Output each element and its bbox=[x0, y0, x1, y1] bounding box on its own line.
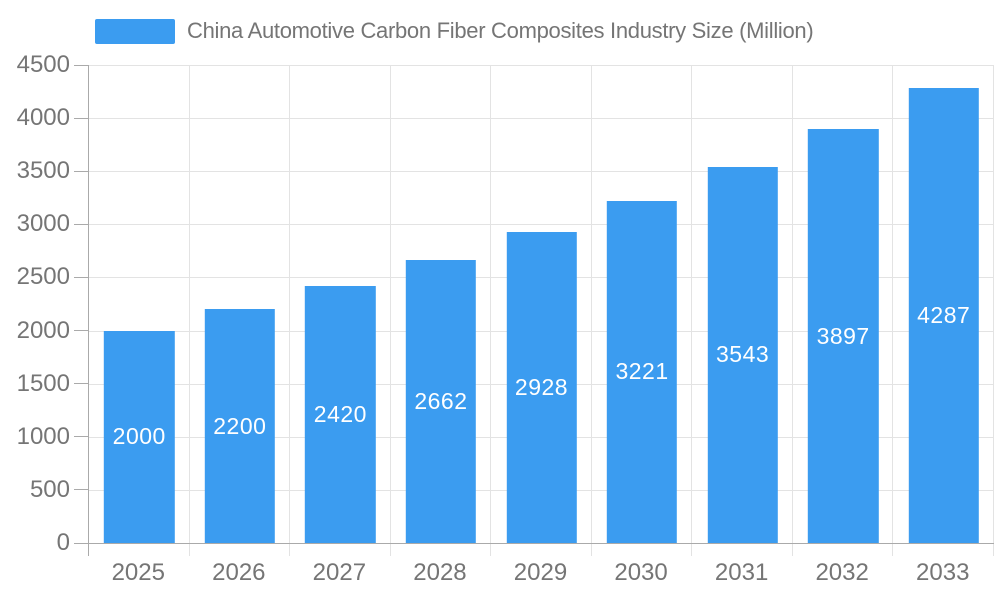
x-tick-label: 2029 bbox=[513, 559, 568, 586]
bar-value-label: 2662 bbox=[414, 388, 468, 415]
x-tick-label: 2032 bbox=[815, 559, 869, 586]
bar-value-label: 3221 bbox=[615, 358, 669, 385]
y-tick-mark bbox=[74, 170, 88, 172]
v-gridline bbox=[892, 65, 894, 543]
legend-label: China Automotive Carbon Fiber Composites… bbox=[187, 18, 814, 43]
x-tick-label: 2026 bbox=[212, 559, 266, 586]
bar-value-label: 2420 bbox=[313, 400, 367, 427]
legend-swatch-icon bbox=[95, 18, 175, 44]
x-tick-mark bbox=[993, 544, 994, 556]
y-tick-mark bbox=[74, 223, 88, 225]
y-tick-label: 1500 bbox=[16, 369, 70, 397]
v-gridline bbox=[791, 65, 793, 543]
y-tick-label: 1000 bbox=[16, 422, 70, 450]
y-tick-mark bbox=[74, 117, 88, 119]
y-axis: 0 500 1000 1500 2000 2500 3000 3500 4000 4500 bbox=[0, 51, 70, 556]
v-gridline bbox=[188, 65, 190, 543]
bar-value-label: 2000 bbox=[112, 423, 166, 450]
bar-2028[interactable]: 2662 bbox=[405, 260, 477, 543]
x-tick-mark bbox=[691, 544, 693, 556]
x-tick-label: 2027 bbox=[312, 559, 367, 586]
bar-2025[interactable]: 2000 bbox=[104, 330, 175, 543]
x-tick-mark bbox=[590, 544, 592, 556]
v-gridline bbox=[490, 65, 492, 543]
bar-2027[interactable]: 2420 bbox=[305, 285, 376, 543]
x-axis: 2025 2026 2027 2028 2029 2030 2031 2032 2033 bbox=[88, 559, 993, 593]
v-gridline bbox=[691, 65, 693, 543]
legend-item[interactable]: China Automotive Carbon Fiber Composites… bbox=[95, 17, 814, 45]
bar-2033[interactable]: 4287 bbox=[908, 87, 979, 543]
y-tick-mark bbox=[74, 436, 88, 438]
y-tick-label: 3000 bbox=[16, 210, 70, 238]
y-tick-mark bbox=[74, 64, 88, 66]
x-tick-label: 2033 bbox=[916, 559, 970, 586]
y-tick-mark bbox=[74, 383, 88, 385]
x-tick-mark bbox=[490, 544, 492, 556]
y-tick-label: 2500 bbox=[16, 263, 70, 291]
x-tick-mark bbox=[88, 544, 89, 556]
x-tick-label: 2028 bbox=[413, 559, 467, 586]
x-tick-mark bbox=[289, 544, 291, 556]
x-tick-mark bbox=[188, 544, 190, 556]
y-tick-label: 4500 bbox=[16, 51, 70, 78]
bar-value-label: 3897 bbox=[816, 322, 870, 349]
v-gridline bbox=[389, 65, 391, 543]
y-tick-mark bbox=[74, 542, 88, 544]
y-tick-mark bbox=[74, 330, 88, 332]
x-tick-mark bbox=[389, 544, 391, 556]
y-tick-label: 2000 bbox=[16, 316, 70, 344]
bar-value-label: 2200 bbox=[213, 412, 267, 439]
bar-2032[interactable]: 3897 bbox=[807, 129, 879, 543]
y-tick-label: 4000 bbox=[16, 104, 70, 132]
y-tick-label: 3500 bbox=[16, 157, 70, 185]
y-tick-mark bbox=[74, 489, 88, 491]
bar-value-label: 2928 bbox=[514, 373, 569, 400]
v-gridline bbox=[289, 65, 291, 543]
h-gridline bbox=[89, 171, 994, 173]
h-gridline bbox=[89, 224, 994, 226]
bar-value-label: 4287 bbox=[917, 301, 971, 328]
bar-2031[interactable]: 3543 bbox=[707, 166, 778, 543]
y-tick-mark bbox=[74, 276, 88, 278]
v-gridline bbox=[590, 65, 592, 543]
x-tick-label: 2031 bbox=[714, 559, 769, 586]
x-tick-label: 2030 bbox=[614, 559, 668, 586]
h-gridline bbox=[89, 65, 994, 66]
y-tick-label: 0 bbox=[56, 529, 70, 556]
bar-value-label: 3543 bbox=[716, 341, 770, 368]
bar-2030[interactable]: 3221 bbox=[606, 200, 678, 543]
bar-2029[interactable]: 2928 bbox=[506, 231, 577, 543]
h-gridline bbox=[89, 118, 994, 120]
plot-area: 2000 2200 2420 2662 2928 3221 3543 3897 4287 bbox=[74, 64, 994, 556]
v-gridline bbox=[993, 65, 994, 543]
x-tick-mark bbox=[892, 544, 894, 556]
x-tick-mark bbox=[791, 544, 793, 556]
y-tick-label: 500 bbox=[29, 475, 70, 503]
bar-2026[interactable]: 2200 bbox=[204, 309, 276, 543]
x-tick-label: 2025 bbox=[111, 559, 165, 586]
